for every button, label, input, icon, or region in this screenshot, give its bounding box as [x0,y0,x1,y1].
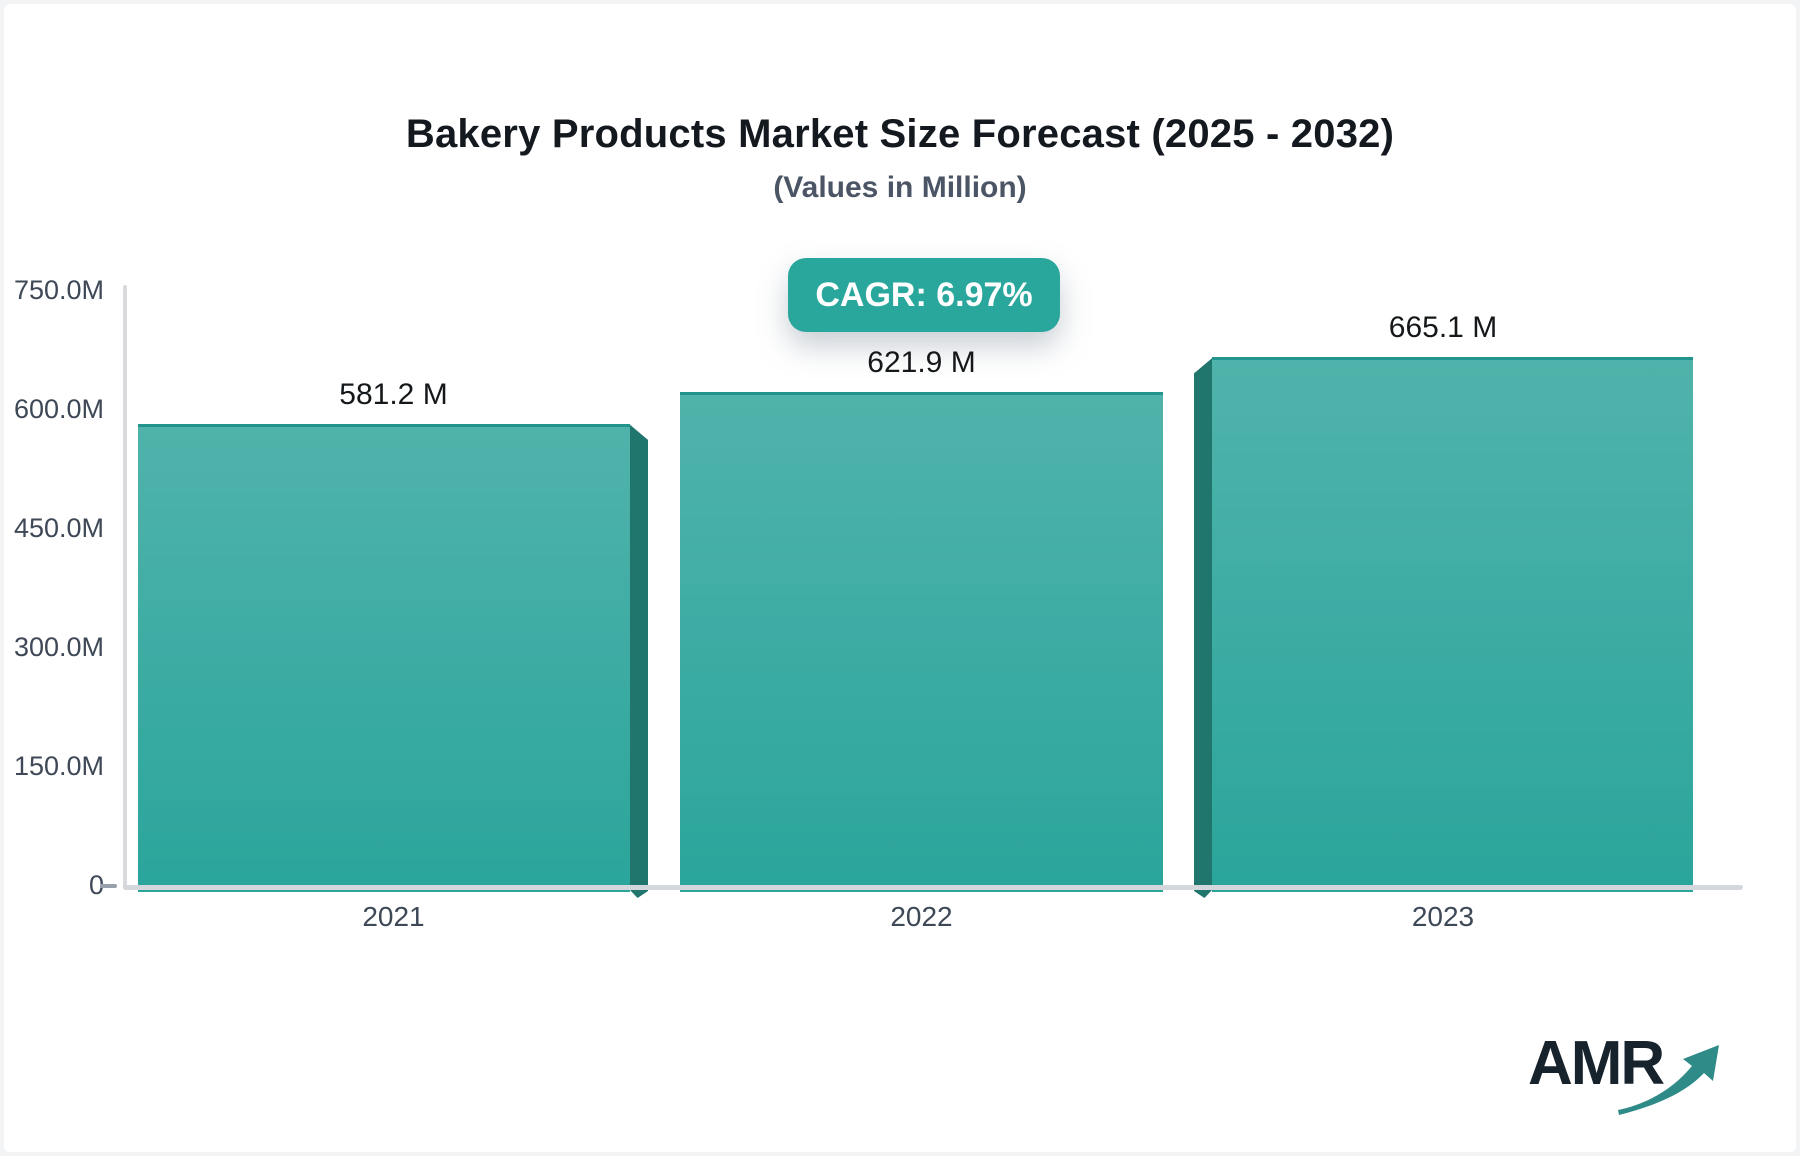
bar-2022[interactable] [680,391,1163,892]
y-axis-tick-label: 450.0M [13,513,104,543]
bar-2023[interactable] [1212,357,1693,892]
x-axis-category-label: 2022 [890,901,953,932]
bar-value-label: 665.1 M [1388,311,1498,345]
cagr-badge: CAGR: 6.97% [788,258,1060,332]
y-axis-tick-label: 300.0M [13,632,104,662]
y-axis-tick-label: 600.0M [13,394,104,424]
growth-arrow-icon [1618,1045,1719,1115]
bar-3d-side [629,424,648,898]
chart-subtitle: (Values in Million) [773,171,1027,204]
amr-logo-text: AMR [1528,1029,1665,1098]
bar-value-label: 581.2 M [339,377,448,411]
bar-value-label: 621.9 M [867,345,976,379]
x-axis-category-label: 2021 [362,901,425,932]
bar-2021[interactable] [138,423,630,892]
y-axis-tick-label: 0 [88,870,104,900]
cagr-badge-label: CAGR: 6.97% [815,275,1033,314]
x-axis-category-label: 2023 [1411,901,1475,932]
x-axis-baseline [123,885,1743,890]
zero-tick-mark [100,884,117,888]
y-axis-tick-label: 750.0M [13,275,104,305]
y-axis-line [123,285,127,889]
chart-title: Bakery Products Market Size Forecast (20… [405,112,1395,156]
y-axis-tick-label: 150.0M [13,751,104,781]
chart-card: Bakery Products Market Size Forecast (20… [4,4,1796,1152]
bar-3d-side [1194,357,1213,898]
amr-logo: AMR [1528,1029,1748,1130]
